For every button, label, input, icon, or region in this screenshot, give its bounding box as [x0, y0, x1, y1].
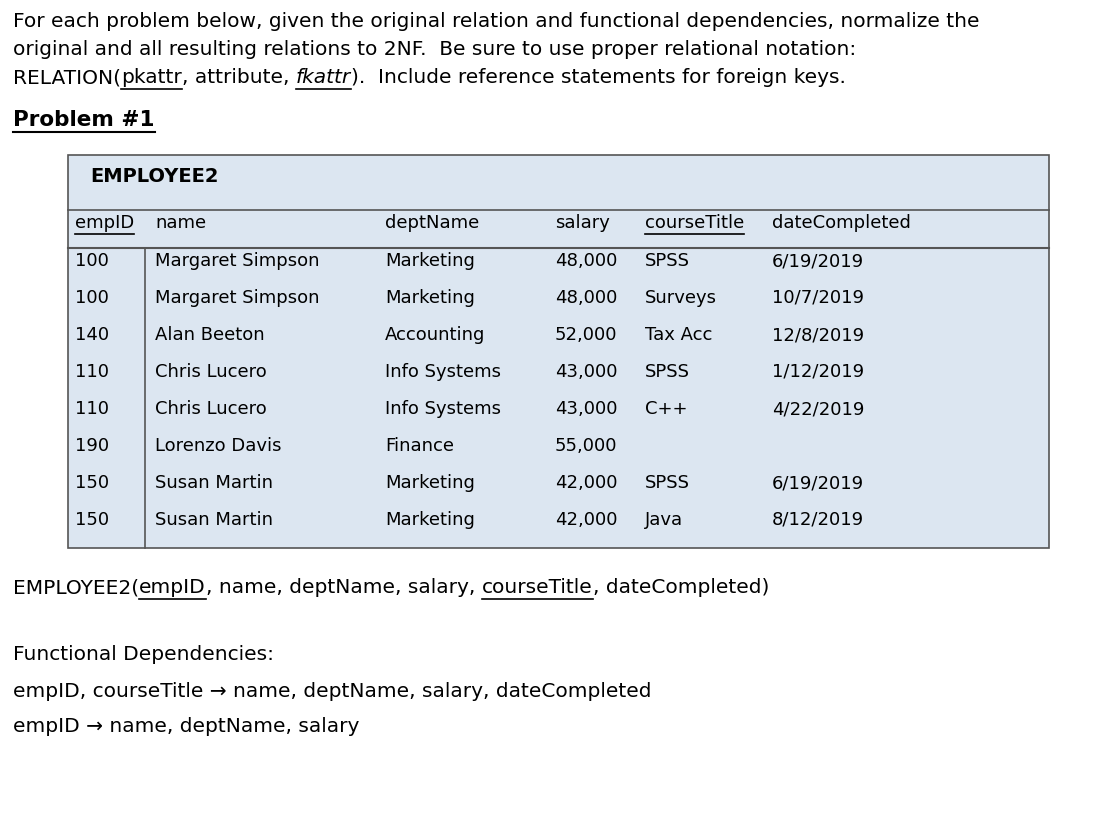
Text: courseTitle: courseTitle: [645, 214, 744, 232]
Text: empID → name, deptName, salary: empID → name, deptName, salary: [13, 717, 359, 736]
Text: 150: 150: [75, 511, 109, 529]
Text: Chris Lucero: Chris Lucero: [155, 363, 267, 381]
Text: Marketing: Marketing: [385, 474, 474, 492]
Text: Lorenzo Davis: Lorenzo Davis: [155, 437, 281, 455]
Text: dateCompleted: dateCompleted: [772, 214, 911, 232]
Text: Susan Martin: Susan Martin: [155, 474, 273, 492]
Text: Java: Java: [645, 511, 683, 529]
Text: Surveys: Surveys: [645, 289, 717, 307]
Text: 55,000: 55,000: [554, 437, 617, 455]
Text: EMPLOYEE2: EMPLOYEE2: [90, 167, 219, 186]
Text: empID: empID: [75, 214, 134, 232]
Text: Marketing: Marketing: [385, 289, 474, 307]
Text: Alan Beeton: Alan Beeton: [155, 326, 265, 344]
Text: deptName: deptName: [385, 214, 479, 232]
Text: EMPLOYEE2(: EMPLOYEE2(: [13, 578, 139, 597]
Text: 43,000: 43,000: [554, 363, 617, 381]
Text: Margaret Simpson: Margaret Simpson: [155, 252, 320, 270]
Text: Info Systems: Info Systems: [385, 363, 501, 381]
Text: Marketing: Marketing: [385, 511, 474, 529]
Text: SPSS: SPSS: [645, 474, 690, 492]
Text: 6/19/2019: 6/19/2019: [772, 252, 864, 270]
Text: Chris Lucero: Chris Lucero: [155, 400, 267, 418]
Text: RELATION(: RELATION(: [13, 68, 121, 87]
Text: 4/22/2019: 4/22/2019: [772, 400, 864, 418]
Text: , dateCompleted): , dateCompleted): [593, 578, 769, 597]
Text: Finance: Finance: [385, 437, 453, 455]
Text: Functional Dependencies:: Functional Dependencies:: [13, 645, 274, 664]
Text: , attribute,: , attribute,: [182, 68, 295, 87]
Text: salary: salary: [554, 214, 609, 232]
Text: 150: 150: [75, 474, 109, 492]
Text: SPSS: SPSS: [645, 252, 690, 270]
Text: 43,000: 43,000: [554, 400, 617, 418]
Text: empID, courseTitle → name, deptName, salary, dateCompleted: empID, courseTitle → name, deptName, sal…: [13, 682, 652, 701]
Text: Susan Martin: Susan Martin: [155, 511, 273, 529]
Text: 100: 100: [75, 289, 109, 307]
Text: Tax Acc: Tax Acc: [645, 326, 713, 344]
Text: C++: C++: [645, 400, 687, 418]
Text: 12/8/2019: 12/8/2019: [772, 326, 864, 344]
Text: courseTitle: courseTitle: [482, 578, 593, 597]
Text: 110: 110: [75, 363, 109, 381]
Text: 140: 140: [75, 326, 109, 344]
Text: 48,000: 48,000: [554, 289, 617, 307]
Text: 10/7/2019: 10/7/2019: [772, 289, 864, 307]
Text: ).  Include reference statements for foreign keys.: ). Include reference statements for fore…: [351, 68, 845, 87]
Text: Accounting: Accounting: [385, 326, 485, 344]
Text: 52,000: 52,000: [554, 326, 617, 344]
Text: 48,000: 48,000: [554, 252, 617, 270]
Text: SPSS: SPSS: [645, 363, 690, 381]
Text: 190: 190: [75, 437, 109, 455]
Text: fkattr: fkattr: [295, 68, 351, 87]
Text: Margaret Simpson: Margaret Simpson: [155, 289, 320, 307]
Text: name: name: [155, 214, 206, 232]
Text: original and all resulting relations to 2NF.  Be sure to use proper relational n: original and all resulting relations to …: [13, 40, 856, 59]
Text: pkattr: pkattr: [121, 68, 182, 87]
Text: 100: 100: [75, 252, 109, 270]
Text: 42,000: 42,000: [554, 511, 617, 529]
Text: , name, deptName, salary,: , name, deptName, salary,: [206, 578, 482, 597]
Text: 8/12/2019: 8/12/2019: [772, 511, 864, 529]
Text: Marketing: Marketing: [385, 252, 474, 270]
Text: 42,000: 42,000: [554, 474, 617, 492]
Text: Problem #1: Problem #1: [13, 110, 155, 130]
Text: 110: 110: [75, 400, 109, 418]
Text: Info Systems: Info Systems: [385, 400, 501, 418]
Bar: [68, 155, 1049, 548]
Text: 6/19/2019: 6/19/2019: [772, 474, 864, 492]
Text: 1/12/2019: 1/12/2019: [772, 363, 864, 381]
Text: empID: empID: [139, 578, 206, 597]
Text: For each problem below, given the original relation and functional dependencies,: For each problem below, given the origin…: [13, 12, 979, 31]
